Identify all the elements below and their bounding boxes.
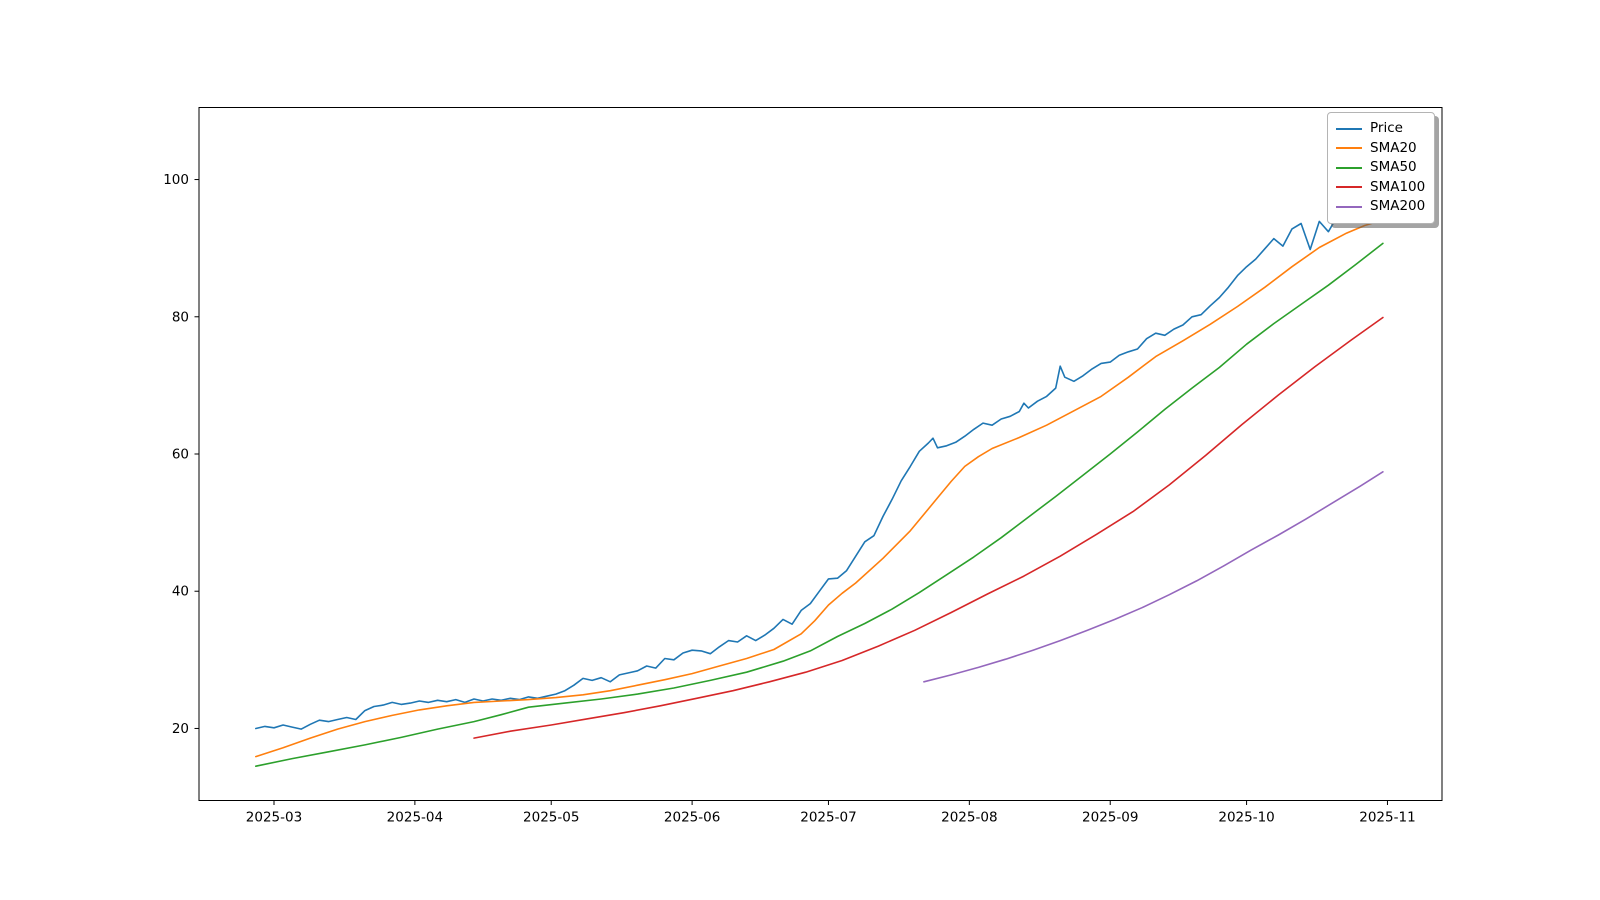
y-tick-label: 100	[163, 172, 189, 188]
legend-swatch-sma200	[1336, 205, 1362, 208]
sma50-line	[255, 242, 1384, 768]
x-tick-label: 2025-09	[1082, 810, 1138, 826]
legend-label-price: Price	[1370, 120, 1403, 136]
legend-label-sma100: SMA100	[1370, 178, 1426, 195]
x-tick-label: 2025-03	[246, 810, 302, 826]
sma20-line	[255, 219, 1384, 758]
x-tick-label: 2025-04	[387, 810, 443, 826]
legend-box: Price SMA20 SMA50 SMA100 SMA200	[1327, 112, 1436, 224]
x-axis-ticks: 2025-03 2025-04 2025-05 2025-06 2025-07 2025-…	[246, 800, 1416, 826]
legend-item-sma200: SMA200	[1336, 197, 1425, 217]
x-tick-label: 2025-07	[800, 810, 856, 826]
legend-swatch-sma100	[1336, 186, 1362, 189]
legend-item-sma50: SMA50	[1336, 158, 1425, 178]
y-tick-label: 80	[172, 309, 189, 325]
x-tick-label: 2025-05	[523, 810, 579, 826]
legend-label-sma50: SMA50	[1370, 159, 1417, 175]
legend-item-price: Price	[1336, 119, 1425, 139]
y-tick-label: 40	[172, 584, 189, 600]
x-tick-label: 2025-10	[1218, 810, 1274, 826]
x-tick-label: 2025-08	[941, 810, 997, 826]
series-group	[255, 211, 1384, 768]
y-axis-ticks: 20 40 60 80 100	[163, 172, 199, 737]
plot-border	[198, 107, 1443, 801]
legend-swatch-sma20	[1336, 147, 1362, 150]
sma100-line	[473, 316, 1384, 739]
axes-spines	[198, 107, 1443, 801]
y-tick-label: 60	[172, 447, 189, 463]
x-tick-label: 2025-11	[1359, 810, 1415, 826]
legend-label-sma20: SMA20	[1370, 139, 1417, 156]
legend-item-sma100: SMA100	[1336, 178, 1425, 198]
legend-swatch-sma50	[1336, 166, 1362, 169]
legend-swatch-price	[1336, 127, 1362, 130]
sma200-line	[923, 470, 1384, 683]
price-line	[255, 211, 1384, 730]
legend-item-sma20: SMA20	[1336, 139, 1425, 159]
legend-label-sma200: SMA200	[1370, 198, 1426, 214]
x-tick-label: 2025-06	[664, 810, 720, 826]
y-tick-label: 20	[172, 721, 189, 737]
